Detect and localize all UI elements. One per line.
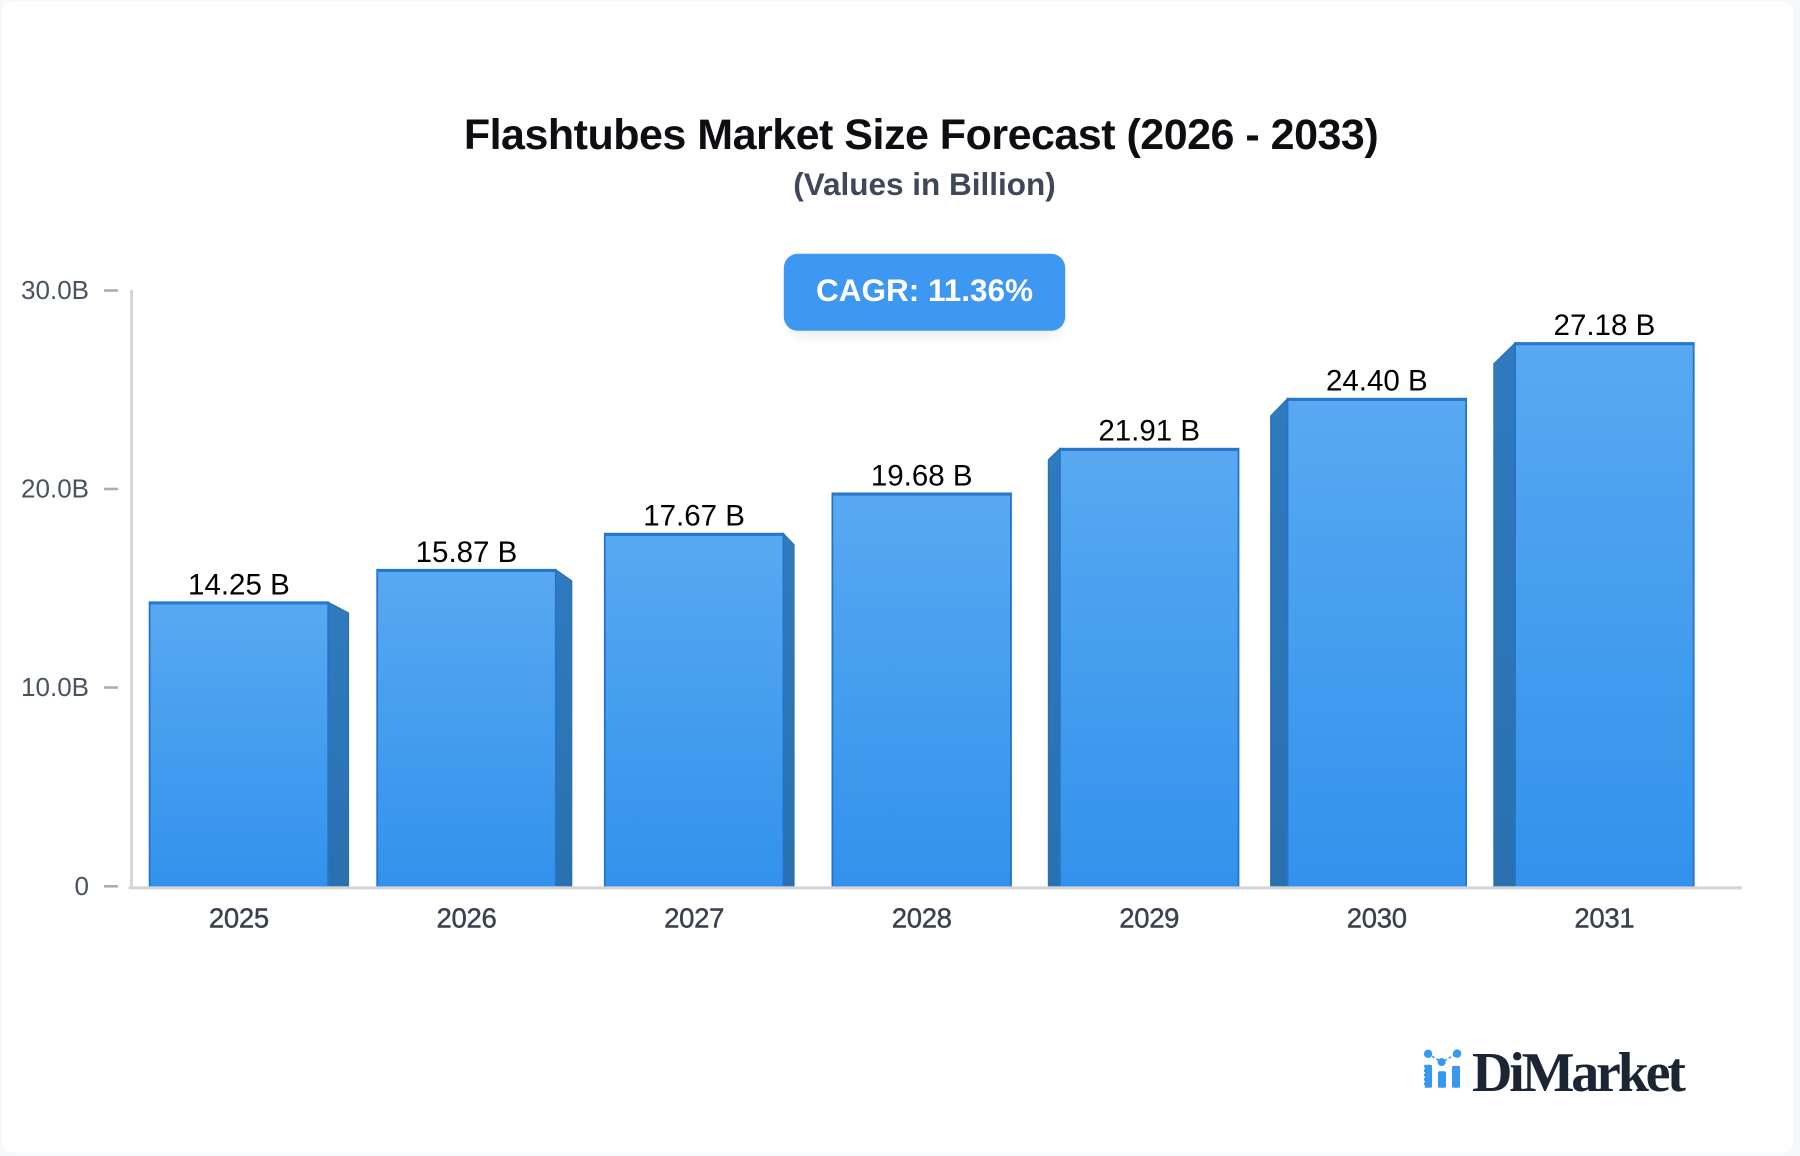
svg-text:Flashtubes Market Size Forecas: Flashtubes Market Size Forecast (2026 - …	[464, 111, 1378, 159]
svg-text:10.0B: 10.0B	[21, 672, 89, 702]
svg-text:2030: 2030	[1347, 903, 1407, 934]
svg-text:2031: 2031	[1574, 903, 1634, 934]
svg-text:2028: 2028	[892, 903, 952, 934]
svg-text:20.0B: 20.0B	[21, 474, 89, 504]
svg-text:(Values in Billion): (Values in Billion)	[793, 166, 1056, 202]
svg-text:15.87 B: 15.87 B	[416, 536, 518, 569]
svg-text:2026: 2026	[437, 903, 497, 934]
svg-text:30.0B: 30.0B	[21, 275, 89, 305]
svg-text:17.67 B: 17.67 B	[643, 500, 745, 533]
svg-text:0: 0	[75, 871, 89, 901]
svg-text:DiMarket: DiMarket	[1472, 1042, 1686, 1104]
svg-text:2027: 2027	[664, 903, 724, 934]
svg-text:21.91 B: 21.91 B	[1098, 415, 1200, 448]
svg-text:14.25 B: 14.25 B	[188, 568, 290, 601]
svg-text:CAGR: 11.36%: CAGR: 11.36%	[816, 272, 1033, 308]
svg-text:24.40 B: 24.40 B	[1326, 365, 1428, 398]
svg-text:27.18 B: 27.18 B	[1554, 309, 1656, 342]
svg-text:19.68 B: 19.68 B	[871, 459, 973, 492]
svg-text:2029: 2029	[1119, 903, 1179, 934]
svg-text:2025: 2025	[209, 903, 269, 934]
